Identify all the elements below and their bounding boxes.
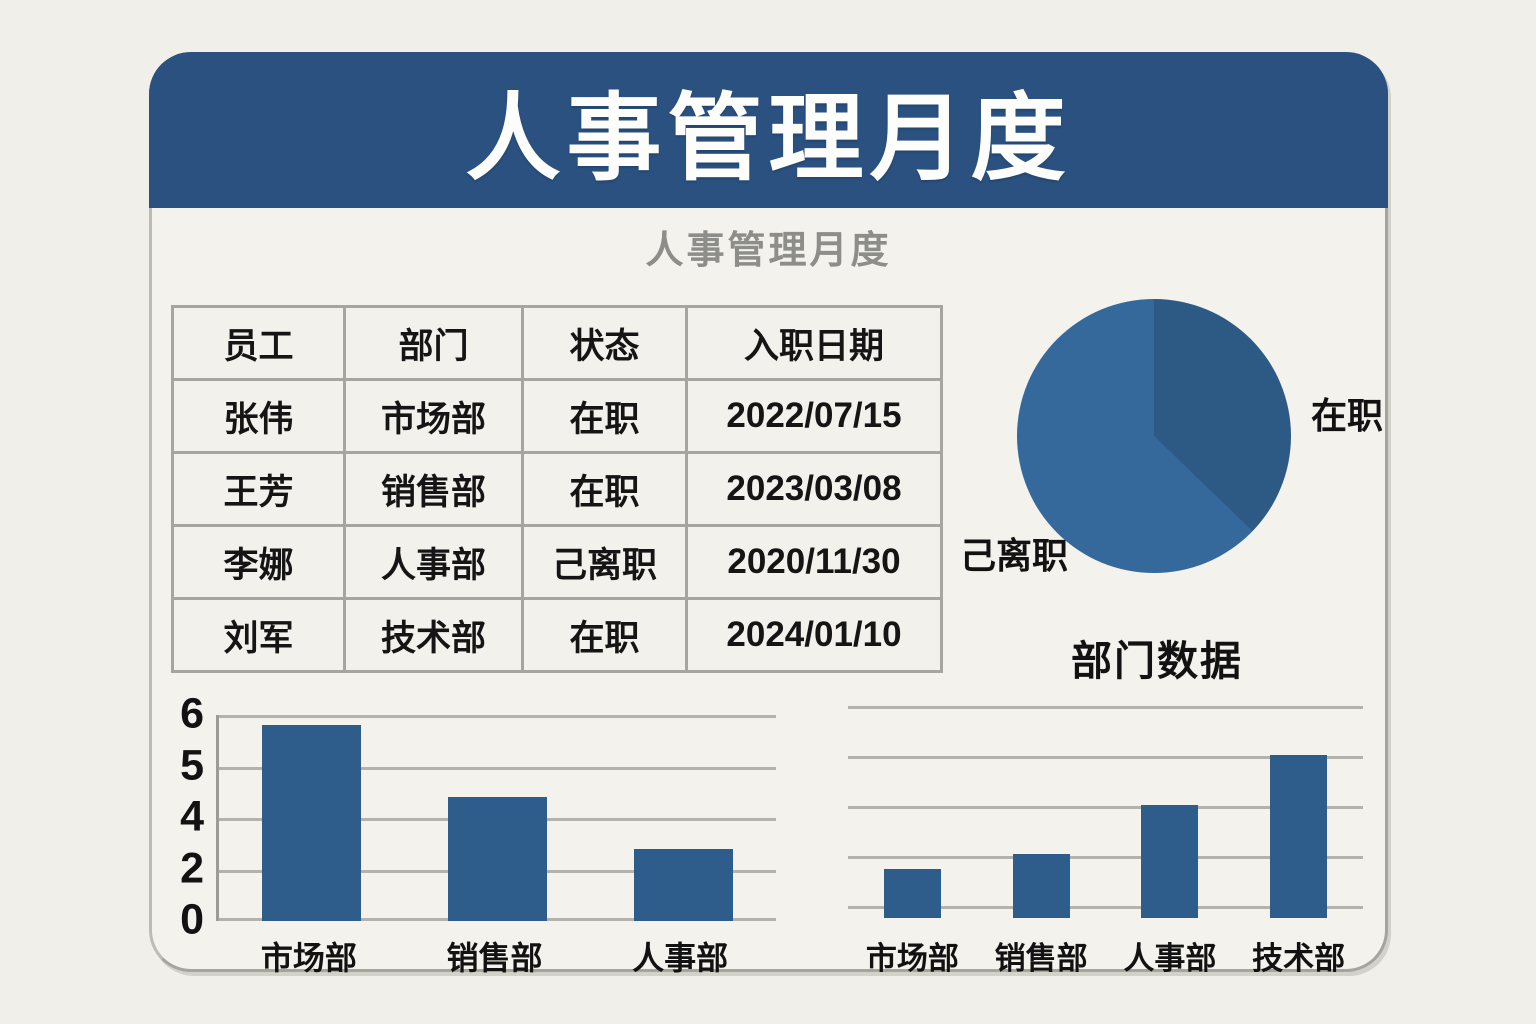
pie-caption: 部门数据	[1071, 638, 1243, 684]
pie-label-resigned: 己离职	[960, 535, 1069, 576]
table-row: 王芳 销售部 在职 2023/03/08	[171, 451, 943, 527]
table-header-cell: 部门	[343, 305, 524, 381]
table-cell: 市场部	[343, 378, 524, 454]
table-cell: 销售部	[343, 451, 524, 527]
bar	[633, 848, 733, 921]
y-axis-tick: 5	[180, 741, 204, 790]
table-cell: 2020/11/30	[685, 524, 943, 600]
right-chart-categories: 市场部 销售部 人事部 技术部	[848, 933, 1363, 978]
gridline	[848, 856, 1363, 859]
left-chart-categories: 市场部 销售部 人事部	[216, 933, 773, 979]
y-axis-tick: 2	[180, 844, 204, 893]
category-label: 销售部	[994, 941, 1088, 976]
table-cell: 己离职	[521, 524, 688, 600]
table-cell: 2022/07/15	[685, 378, 943, 454]
table-header-cell: 入职日期	[685, 305, 943, 381]
gridline	[848, 906, 1363, 909]
table-cell: 刘军	[171, 597, 346, 673]
table-cell: 张伟	[171, 378, 346, 454]
category-label: 市场部	[260, 940, 357, 976]
category-label: 销售部	[446, 940, 543, 976]
bar	[1141, 804, 1199, 918]
table-cell: 技术部	[343, 597, 524, 673]
table-header-cell: 状态	[521, 305, 688, 381]
table-cell: 王芳	[171, 451, 346, 527]
right-bar-chart	[848, 706, 1363, 918]
category-label: 人事部	[1123, 941, 1217, 976]
table-cell: 2024/01/10	[685, 597, 943, 673]
bar	[1012, 854, 1070, 918]
gridline	[848, 756, 1363, 759]
category-label: 市场部	[865, 941, 959, 976]
table-cell: 在职	[521, 378, 688, 454]
y-axis-tick: 0	[180, 895, 204, 944]
pie-label-active: 在职	[1311, 395, 1384, 436]
category-label: 人事部	[632, 940, 729, 976]
bar	[447, 797, 547, 921]
table-cell: 在职	[521, 597, 688, 673]
subtitle: 人事管理月度	[645, 230, 892, 272]
gridline	[219, 715, 776, 718]
table-row: 李娜 人事部 己离职 2020/11/30	[171, 524, 943, 600]
table-cell: 在职	[521, 451, 688, 527]
gridline	[848, 806, 1363, 809]
bar	[1270, 755, 1328, 918]
table-cell: 2023/03/08	[685, 451, 943, 527]
bar	[883, 868, 941, 918]
gridline	[848, 706, 1363, 709]
employee-table: 员工 部门 状态 入职日期 张伟 市场部 在职 2022/07/15 王芳 销售部 在职 2023/…	[171, 305, 943, 673]
header-band: 人事管理月度	[149, 52, 1388, 208]
y-axis-tick: 6	[180, 689, 204, 738]
table-cell: 人事部	[343, 524, 524, 600]
left-chart-bars	[219, 715, 776, 921]
page-title: 人事管理月度	[465, 85, 1072, 192]
bar	[262, 725, 362, 921]
gridline	[219, 766, 776, 770]
dashboard-card: 人事管理月度 人事管理月度 员工 部门 状态 入职日期 张伟 市场部 在职 2022/07/…	[149, 52, 1388, 976]
table-row: 张伟 市场部 在职 2022/07/15	[171, 378, 943, 454]
category-label: 技术部	[1252, 941, 1346, 976]
y-axis-tick: 4	[180, 792, 204, 841]
right-chart-bars	[848, 706, 1363, 918]
left-bar-chart	[216, 715, 776, 921]
pie-chart	[1017, 299, 1291, 573]
table-header-row: 员工 部门 状态 入职日期	[171, 305, 943, 381]
table-header-cell: 员工	[171, 305, 346, 381]
table-row: 刘军 技术部 在职 2024/01/10	[171, 597, 943, 673]
table-cell: 李娜	[171, 524, 346, 600]
